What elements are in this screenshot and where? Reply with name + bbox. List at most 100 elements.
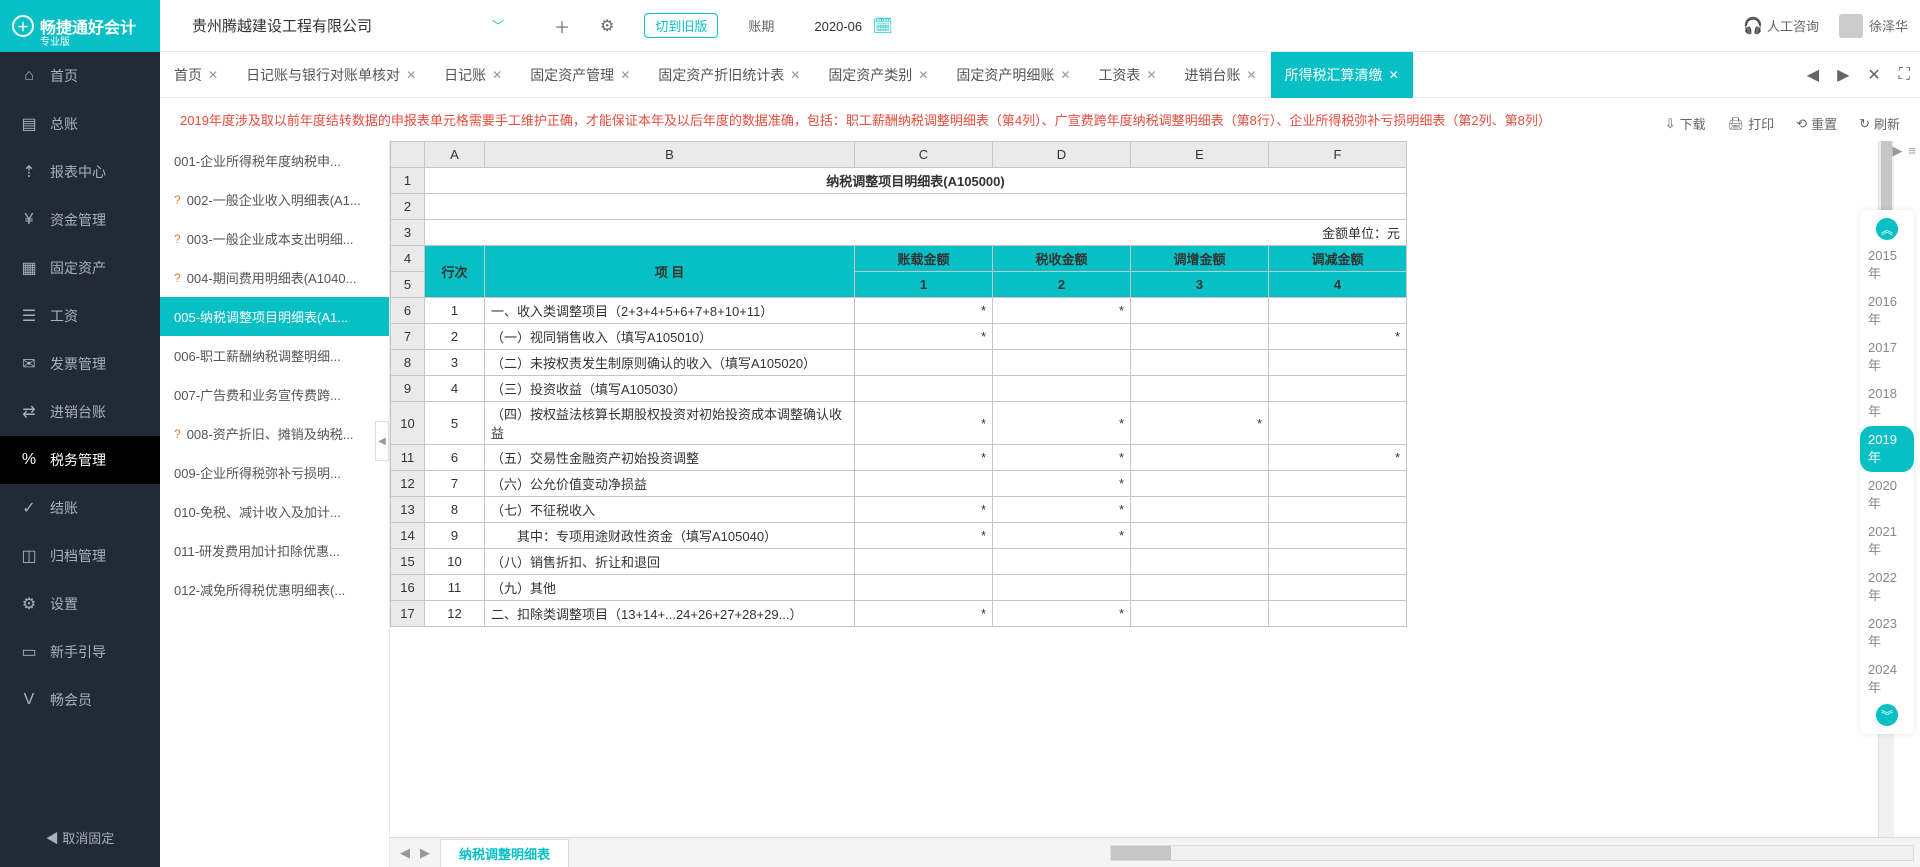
cell[interactable]: 4 [425,376,485,402]
year-item[interactable]: 2023年 [1860,610,1914,656]
col-header[interactable]: E [1131,142,1269,168]
calendar-icon[interactable]: 🗓 [873,18,893,35]
row-header[interactable]: 4 [391,246,425,272]
sheet-tab-first-icon[interactable]: ◀ [400,845,410,861]
row-header[interactable]: 1 [391,168,425,194]
tab[interactable]: 首页✕ [160,52,232,98]
row-header[interactable]: 12 [391,471,425,497]
tab[interactable]: 固定资产管理✕ [516,52,644,98]
col-header[interactable]: B [485,142,855,168]
cell[interactable] [1131,601,1269,627]
collapse-handle[interactable]: ◀ [375,421,389,461]
tabs-next-icon[interactable]: ▶ [1837,65,1849,85]
tabs-prev-icon[interactable]: ◀ [1807,65,1819,85]
tab[interactable]: 日记账✕ [430,52,516,98]
add-icon[interactable]: ＋ [554,14,570,38]
cell[interactable] [1131,350,1269,376]
user-avatar[interactable] [1839,14,1863,38]
cell[interactable]: （四）按权益法核算长期股权投资对初始投资成本调整确认收益 [485,402,855,445]
tab-close-icon[interactable]: ✕ [1389,68,1399,82]
tab[interactable]: 固定资产折旧统计表✕ [644,52,814,98]
cell[interactable]: 2 [425,324,485,350]
cell[interactable] [1269,350,1407,376]
cell[interactable]: * [855,497,993,523]
cell[interactable] [993,376,1131,402]
cell[interactable] [425,194,1407,220]
cell[interactable] [1269,298,1407,324]
tab[interactable]: 工资表✕ [1084,52,1170,98]
cell[interactable] [993,575,1131,601]
cell[interactable]: * [1269,445,1407,471]
cell[interactable]: 6 [425,445,485,471]
cell[interactable] [1131,298,1269,324]
row-header[interactable]: 9 [391,376,425,402]
report-list-item[interactable]: 006-职工薪酬纳税调整明细... [160,336,389,375]
report-list-item[interactable]: 011-研发费用加计扣除优惠... [160,531,389,570]
cell[interactable]: （五）交易性金融资产初始投资调整 [485,445,855,471]
tab-close-icon[interactable]: ✕ [1247,68,1257,82]
cell[interactable]: （七）不征税收入 [485,497,855,523]
year-item[interactable]: 2016年 [1860,288,1914,334]
sidebar-item[interactable]: ⇡报表中心 [0,148,160,196]
cell[interactable]: * [855,523,993,549]
sheet-tab[interactable]: 纳税调整明细表 [440,839,569,867]
consult-button[interactable]: 🎧 人工咨询 [1743,16,1819,36]
report-list-item[interactable]: ?003-一般企业成本支出明细... [160,219,389,258]
cell[interactable] [1131,324,1269,350]
row-header[interactable]: 6 [391,298,425,324]
sidebar-item[interactable]: ▤总账 [0,100,160,148]
row-header[interactable]: 14 [391,523,425,549]
sheet-menu-icon[interactable]: ≡ [1908,143,1916,159]
year-item[interactable]: 2015年 [1860,242,1914,288]
col-header[interactable]: D [993,142,1131,168]
cell[interactable]: 8 [425,497,485,523]
switch-old-button[interactable]: 切到旧版 [644,13,718,38]
tab-close-icon[interactable]: ✕ [620,68,630,82]
cell[interactable] [1131,497,1269,523]
cell[interactable]: 12 [425,601,485,627]
report-list-item[interactable]: ?008-资产折旧、摊销及纳税... [160,414,389,453]
sheet-hscroll[interactable] [1110,845,1914,861]
cell[interactable] [1269,497,1407,523]
sidebar-item[interactable]: ¥资金管理 [0,196,160,244]
report-list-item[interactable]: 009-企业所得税弥补亏损明... [160,453,389,492]
row-header[interactable]: 10 [391,402,425,445]
col-header[interactable]: C [855,142,993,168]
sidebar-item[interactable]: ☰工资 [0,292,160,340]
report-list-item[interactable]: 001-企业所得税年度纳税申... [160,141,389,180]
sidebar-item[interactable]: ◫归档管理 [0,532,160,580]
tab[interactable]: 固定资产类别✕ [814,52,942,98]
cell[interactable]: （九）其他 [485,575,855,601]
year-item[interactable]: 2020年 [1860,472,1914,518]
download-button[interactable]: ⇩ 下载 [1665,114,1706,133]
cell[interactable]: * [855,402,993,445]
cell[interactable] [1131,376,1269,402]
sidebar-item[interactable]: ✓结账 [0,484,160,532]
cell[interactable] [855,471,993,497]
cell[interactable] [1131,471,1269,497]
tab-close-icon[interactable]: ✕ [406,68,416,82]
sidebar-item[interactable]: %税务管理 [0,436,160,484]
row-header[interactable]: 2 [391,194,425,220]
sheet-tab-last-icon[interactable]: ▶ [420,845,430,861]
cell[interactable]: * [993,471,1131,497]
sidebar-item[interactable]: ▦固定资产 [0,244,160,292]
cell[interactable]: * [993,601,1131,627]
year-item[interactable]: 2021年 [1860,518,1914,564]
row-header[interactable]: 5 [391,272,425,298]
sidebar-item[interactable]: ⌂首页 [0,52,160,100]
cell[interactable]: * [855,324,993,350]
sidebar-item[interactable]: ⚙设置 [0,580,160,628]
report-list-item[interactable]: ?002-一般企业收入明细表(A1... [160,180,389,219]
cell[interactable] [1269,601,1407,627]
col-header[interactable]: A [425,142,485,168]
cell[interactable]: * [993,523,1131,549]
sheet-corner[interactable] [391,142,425,168]
cell[interactable] [1269,549,1407,575]
cell[interactable]: 一、收入类调整项目（2+3+4+5+6+7+8+10+11） [485,298,855,324]
year-item[interactable]: 2024年 [1860,656,1914,702]
year-item[interactable]: 2019年 [1860,426,1914,472]
cell[interactable] [1269,575,1407,601]
cell[interactable]: 11 [425,575,485,601]
reset-button[interactable]: ⟲ 重置 [1796,114,1837,133]
